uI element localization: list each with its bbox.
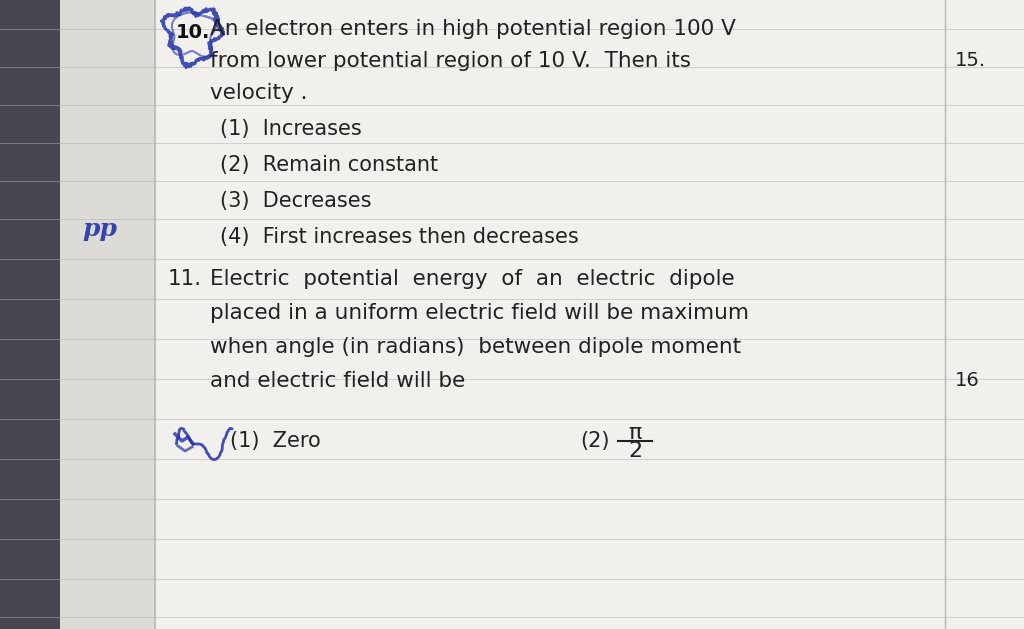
Text: (1)  Increases: (1) Increases: [220, 119, 361, 139]
Text: 16: 16: [955, 372, 980, 391]
Bar: [60, 0, 155, 629]
Text: Electric  potential  energy  of  an  electric  dipole: Electric potential energy of an electric…: [210, 269, 734, 289]
Bar: [0, 0, 60, 629]
Text: when angle (in radians)  between dipole moment: when angle (in radians) between dipole m…: [210, 337, 741, 357]
Text: (3)  Decreases: (3) Decreases: [220, 191, 372, 211]
Text: 11.: 11.: [168, 269, 202, 289]
Text: (2)  Remain constant: (2) Remain constant: [220, 155, 438, 175]
Text: 10.: 10.: [176, 23, 210, 42]
Text: (4)  First increases then decreases: (4) First increases then decreases: [220, 227, 579, 247]
Text: placed in a uniform electric field will be maximum: placed in a uniform electric field will …: [210, 303, 749, 323]
Text: 2: 2: [628, 441, 642, 461]
Text: An electron enters in high potential region 100 V: An electron enters in high potential reg…: [210, 19, 736, 39]
Text: (2): (2): [580, 431, 609, 451]
Text: and electric field will be: and electric field will be: [210, 371, 465, 391]
Text: velocity .: velocity .: [210, 83, 307, 103]
Text: (1)  Zero: (1) Zero: [230, 431, 321, 451]
Bar: [155, 0, 1024, 629]
Text: from lower potential region of 10 V.  Then its: from lower potential region of 10 V. The…: [210, 51, 691, 71]
Text: pp: pp: [83, 217, 118, 241]
Text: π: π: [629, 423, 642, 443]
Text: 15.: 15.: [955, 52, 986, 70]
